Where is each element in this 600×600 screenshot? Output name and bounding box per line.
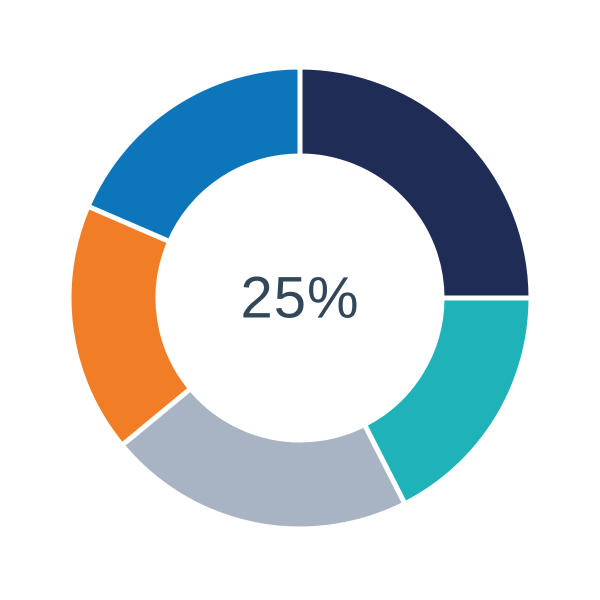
- donut-segment-orange: [66, 202, 195, 449]
- donut-segment-navy: [297, 64, 534, 301]
- donut-segment-teal: [361, 295, 534, 508]
- donut-segment-gray: [118, 384, 409, 532]
- donut-segment-light-blue: [84, 64, 303, 245]
- donut-segments: [66, 64, 534, 532]
- donut-center-label: 25%: [240, 266, 359, 331]
